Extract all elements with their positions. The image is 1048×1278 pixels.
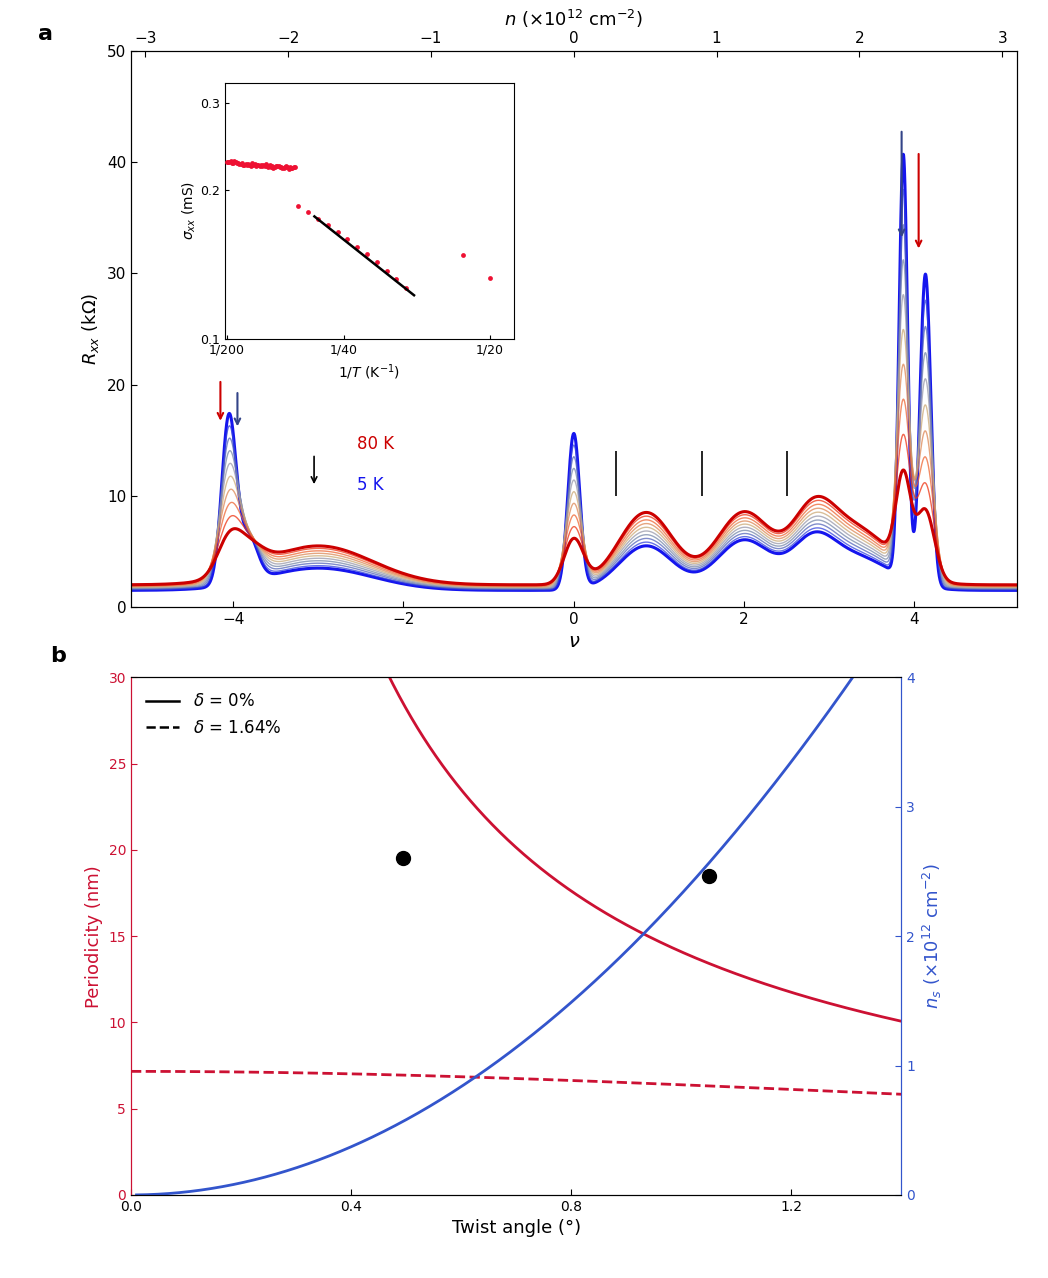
Point [395, 849, 412, 869]
Point [245, 155, 262, 175]
Point [270, 156, 287, 176]
Point [264, 156, 281, 176]
Point [233, 153, 249, 174]
Point [247, 156, 264, 176]
Point [236, 155, 253, 175]
Point [358, 244, 375, 265]
Point [237, 155, 254, 175]
Point [266, 157, 283, 178]
Point [285, 157, 302, 178]
Text: a: a [38, 24, 53, 43]
Text: 80 K: 80 K [356, 436, 394, 454]
Point [263, 157, 280, 178]
Y-axis label: $\sigma_{xx}$ (mS): $\sigma_{xx}$ (mS) [180, 181, 198, 240]
X-axis label: $n$ ($\times$10$^{12}$ cm$^{-2}$): $n$ ($\times$10$^{12}$ cm$^{-2}$) [504, 8, 643, 29]
Point [230, 152, 246, 173]
Point [243, 152, 260, 173]
Point [700, 865, 717, 886]
Point [349, 236, 366, 257]
Point [290, 196, 307, 216]
X-axis label: Twist angle (°): Twist angle (°) [452, 1219, 581, 1237]
Point [246, 155, 263, 175]
Point [218, 152, 235, 173]
Point [249, 155, 266, 175]
Text: b: b [50, 645, 66, 666]
Point [242, 156, 259, 176]
Point [283, 157, 300, 178]
Point [241, 155, 258, 175]
Point [235, 155, 252, 175]
Point [300, 202, 316, 222]
Point [378, 261, 395, 281]
Point [280, 158, 297, 179]
Point [221, 152, 238, 173]
Point [226, 151, 243, 171]
Point [259, 156, 276, 176]
Point [481, 267, 498, 288]
Point [274, 158, 290, 179]
X-axis label: $1/T$ (K$^{-1}$): $1/T$ (K$^{-1}$) [339, 362, 400, 382]
Point [277, 157, 293, 178]
Point [260, 156, 277, 176]
Point [239, 155, 256, 175]
Point [269, 156, 286, 176]
Point [231, 153, 247, 174]
Point [255, 155, 271, 175]
Point [286, 157, 303, 178]
Point [339, 229, 355, 249]
Point [279, 157, 296, 178]
Point [261, 155, 278, 175]
Point [240, 153, 257, 174]
Point [222, 151, 239, 171]
Point [256, 156, 272, 176]
Point [258, 153, 275, 174]
Point [329, 222, 346, 243]
Y-axis label: $n_s$ ($\times$10$^{12}$ cm$^{-2}$): $n_s$ ($\times$10$^{12}$ cm$^{-2}$) [920, 863, 943, 1010]
Point [398, 277, 415, 298]
Point [276, 157, 292, 178]
Point [220, 152, 237, 173]
X-axis label: $\nu$: $\nu$ [568, 633, 580, 652]
Legend: $\delta$ = 0%, $\delta$ = 1.64%: $\delta$ = 0%, $\delta$ = 1.64% [139, 686, 288, 744]
Point [253, 155, 269, 175]
Point [369, 252, 386, 272]
Point [284, 158, 301, 179]
Point [252, 156, 268, 176]
Point [223, 152, 240, 173]
Point [320, 215, 336, 235]
Y-axis label: Periodicity (nm): Periodicity (nm) [85, 865, 103, 1007]
Point [388, 268, 405, 289]
Point [455, 244, 472, 265]
Point [309, 208, 326, 229]
Point [265, 157, 282, 178]
Point [271, 156, 288, 176]
Point [282, 157, 299, 178]
Point [254, 156, 270, 176]
Point [248, 155, 265, 175]
Point [267, 156, 284, 176]
Point [278, 156, 294, 176]
Point [228, 153, 245, 174]
Text: 5 K: 5 K [356, 477, 384, 495]
Point [224, 153, 241, 174]
Point [227, 152, 244, 173]
Point [234, 153, 250, 174]
Point [272, 157, 289, 178]
Y-axis label: $R_{xx}$ (k$\Omega$): $R_{xx}$ (k$\Omega$) [81, 293, 102, 366]
